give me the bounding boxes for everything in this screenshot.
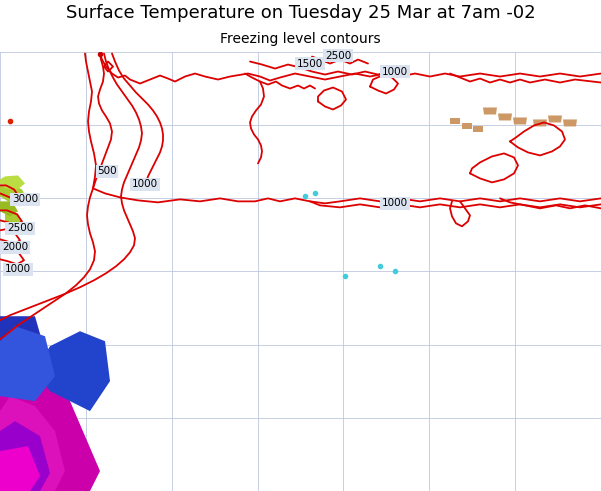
Polygon shape: [0, 446, 40, 491]
Text: 500: 500: [97, 166, 117, 176]
Polygon shape: [548, 115, 562, 122]
Text: 2500: 2500: [325, 51, 351, 60]
Text: 1000: 1000: [132, 179, 158, 190]
Polygon shape: [498, 113, 512, 120]
Polygon shape: [0, 326, 55, 401]
Polygon shape: [513, 117, 527, 124]
Polygon shape: [0, 351, 100, 491]
Polygon shape: [0, 184, 28, 206]
Polygon shape: [0, 421, 50, 491]
Polygon shape: [533, 119, 547, 127]
Text: Freezing level contours: Freezing level contours: [220, 31, 381, 46]
Text: 2500: 2500: [7, 223, 33, 233]
Text: 1000: 1000: [382, 66, 408, 77]
Polygon shape: [0, 175, 25, 190]
Polygon shape: [462, 123, 472, 130]
Text: 1000: 1000: [382, 198, 408, 208]
Polygon shape: [5, 214, 22, 227]
Polygon shape: [0, 316, 45, 376]
Text: 3000: 3000: [12, 194, 38, 204]
Text: Surface Temperature on Tuesday 25 Mar at 7am -02: Surface Temperature on Tuesday 25 Mar at…: [66, 4, 535, 22]
Polygon shape: [35, 331, 110, 411]
Polygon shape: [563, 119, 577, 127]
Polygon shape: [473, 127, 483, 133]
Polygon shape: [450, 118, 460, 124]
Text: 2000: 2000: [2, 242, 28, 252]
Polygon shape: [0, 201, 18, 217]
Polygon shape: [483, 108, 497, 114]
Text: 1500: 1500: [297, 58, 323, 69]
Polygon shape: [0, 396, 65, 491]
Text: 1000: 1000: [5, 264, 31, 274]
